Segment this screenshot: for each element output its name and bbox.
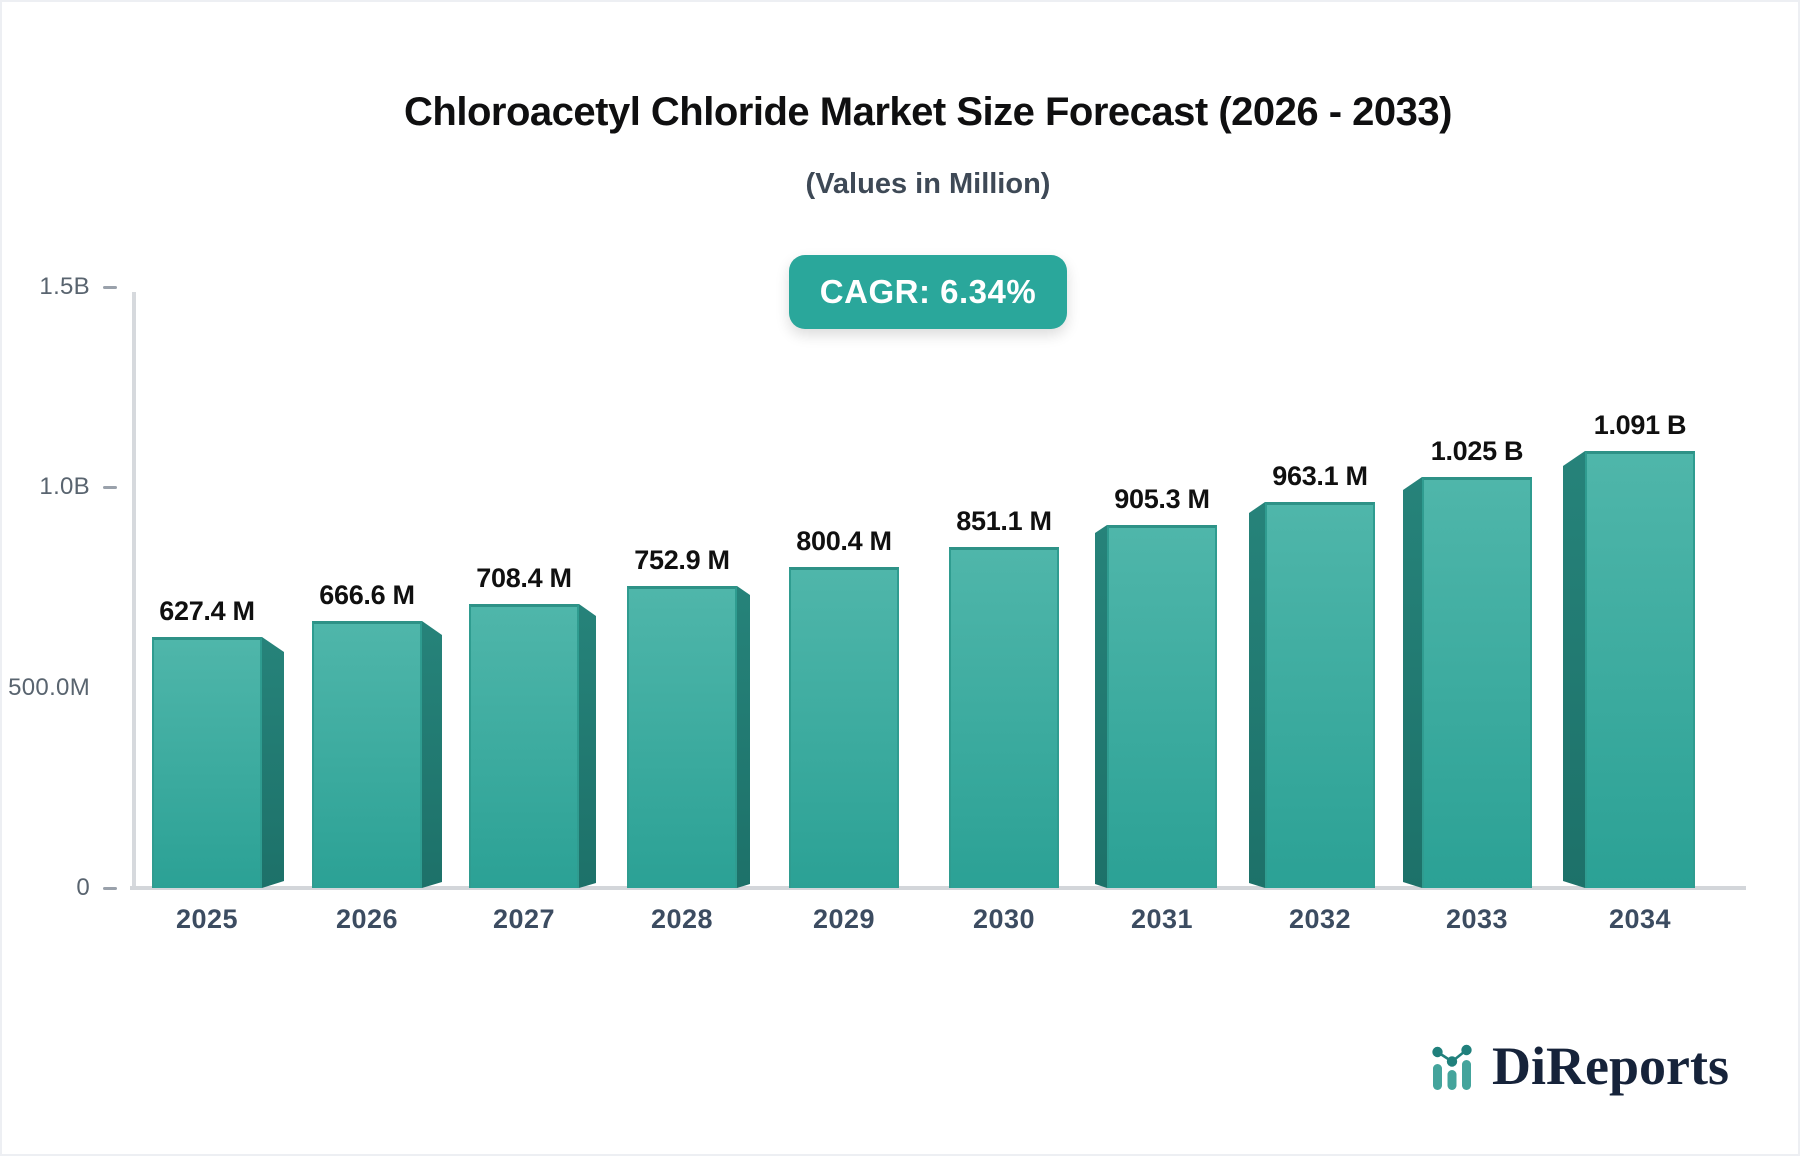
bar-face	[789, 567, 899, 888]
y-tick-label-500.0M: 500.0M	[8, 674, 90, 701]
bar-2026[interactable]: 666.6 M	[312, 580, 442, 888]
bar-face	[469, 604, 579, 888]
bar-face	[1585, 451, 1695, 888]
page-title: Chloroacetyl Chloride Market Size Foreca…	[404, 90, 1452, 134]
bar-plot-area: 627.4 M 666.6 M 708.4 M 752.9 M 800.4 M 851.1…	[2, 287, 1798, 888]
y-tick-dash	[103, 486, 117, 489]
x-tick-2028: 2028	[650, 904, 714, 934]
bar-2028[interactable]: 752.9 M	[627, 545, 750, 888]
bar-value-label: 1.091 B	[1593, 410, 1687, 440]
bar-value-label: 800.4 M	[796, 526, 892, 556]
y-tick-label-1.0B: 1.0B	[39, 473, 90, 500]
bar-2025[interactable]: 627.4 M	[152, 596, 284, 888]
bar-value-label: 905.3 M	[1114, 484, 1210, 514]
page-subtitle: (Values in Million)	[805, 168, 1051, 200]
bar-face	[1107, 525, 1217, 888]
x-tick-2025: 2025	[175, 904, 239, 934]
bar-side-face	[262, 637, 284, 888]
x-tick-2032: 2032	[1288, 904, 1352, 934]
bar-face	[949, 547, 1059, 888]
y-tick-label-1.5B: 1.5B	[39, 273, 90, 300]
x-tick-2034: 2034	[1608, 904, 1672, 934]
bar-side-face	[1403, 477, 1422, 888]
bar-side-face	[579, 604, 596, 888]
y-axis-line	[132, 292, 136, 888]
x-tick-2027: 2027	[492, 904, 556, 934]
bar-face	[152, 637, 262, 888]
bar-value-label: 851.1 M	[956, 506, 1052, 536]
bar-side-face	[422, 621, 442, 888]
bar-2029[interactable]: 800.4 M	[789, 526, 899, 888]
bar-value-label: 627.4 M	[159, 596, 255, 626]
bar-face	[627, 586, 737, 888]
brand-name: DiReports	[1492, 1036, 1729, 1096]
bar-side-face	[737, 586, 750, 888]
bar-value-label: 708.4 M	[476, 563, 572, 593]
bar-value-label: 963.1 M	[1272, 461, 1368, 491]
bar-2033[interactable]: 1.025 B	[1403, 436, 1532, 888]
x-tick-2033: 2033	[1445, 904, 1509, 934]
x-axis-line	[130, 886, 1746, 890]
brand-logo: DiReports	[1430, 1038, 1729, 1094]
bar-value-label: 1.025 B	[1430, 436, 1524, 466]
bar-2027[interactable]: 708.4 M	[469, 563, 596, 888]
cagr-badge: CAGR: 6.34%	[789, 255, 1067, 329]
y-tick-label-0: 0	[76, 874, 90, 901]
bar-value-label: 666.6 M	[319, 580, 415, 610]
x-tick-2026: 2026	[335, 904, 399, 934]
bar-2030[interactable]: 851.1 M	[949, 506, 1059, 888]
bar-2034[interactable]: 1.091 B	[1563, 410, 1695, 888]
y-tick-dash	[103, 887, 117, 890]
x-tick-2030: 2030	[972, 904, 1036, 934]
x-tick-2029: 2029	[812, 904, 876, 934]
bar-chart-logo-icon	[1432, 1044, 1472, 1090]
bar-side-face	[1095, 525, 1107, 888]
bar-2031[interactable]: 905.3 M	[1095, 484, 1217, 888]
bar-side-face	[1563, 451, 1585, 888]
bar-face	[1265, 502, 1375, 888]
bar-side-face	[1249, 502, 1265, 888]
x-tick-2031: 2031	[1130, 904, 1194, 934]
y-tick-dash	[103, 286, 117, 289]
bar-face	[312, 621, 422, 888]
bar-2032[interactable]: 963.1 M	[1249, 461, 1375, 888]
bar-face	[1422, 477, 1532, 888]
bar-value-label: 752.9 M	[634, 545, 730, 575]
